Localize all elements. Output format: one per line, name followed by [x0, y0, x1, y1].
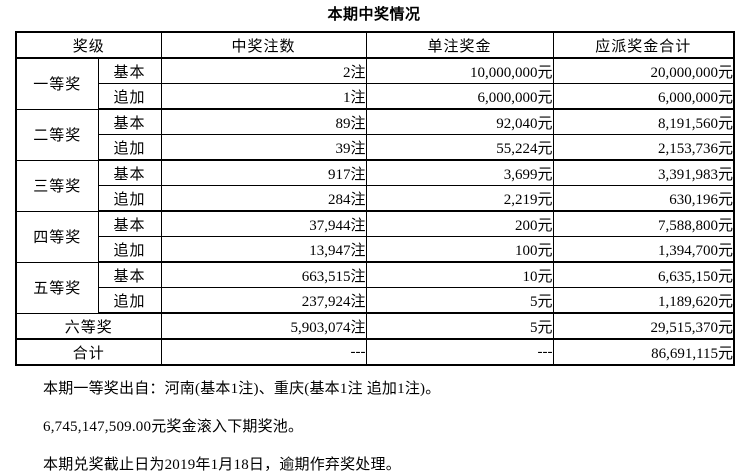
total-prize: 3,391,983元: [552, 159, 735, 186]
single-prize: 10元: [365, 261, 554, 288]
type-label: 追加: [97, 236, 162, 263]
type-label: 追加: [97, 287, 162, 314]
total-prize: 20,000,000元: [552, 57, 735, 84]
total-prize: 7,588,800元: [552, 210, 735, 237]
table-row: 追加 13,947注 100元 1,394,700元: [16, 236, 735, 263]
total-prize: 630,196元: [552, 185, 735, 212]
winning-count: 1注: [160, 83, 367, 110]
winning-count: 39注: [160, 134, 367, 161]
lottery-results-page: 本期中奖情况 奖级 中奖注数 单注奖金 应派奖金合计 一等奖: [15, 7, 736, 473]
winning-count: 37,944注: [160, 210, 367, 237]
type-label: 追加: [97, 134, 162, 161]
table-row: 追加 1注 6,000,000元 6,000,000元: [16, 83, 735, 110]
type-label: 追加: [97, 83, 162, 110]
single-prize: 3,699元: [365, 159, 554, 186]
total-prize: 1,189,620元: [552, 287, 735, 314]
grade-label: 六等奖: [15, 312, 162, 340]
grade-label: 合计: [15, 338, 162, 366]
single-prize: 2,219元: [365, 185, 554, 212]
single-prize: 5元: [365, 287, 554, 314]
total-prize: 6,000,000元: [552, 83, 735, 110]
winning-count: 237,924注: [160, 287, 367, 314]
total-prize: 6,635,150元: [552, 261, 735, 288]
total-prize: 1,394,700元: [552, 236, 735, 263]
grade-label: 四等奖: [15, 210, 99, 263]
grade-label: 三等奖: [15, 159, 99, 212]
prize-table-container: 奖级 中奖注数 单注奖金 应派奖金合计 一等奖 基本 2注 10,000,000…: [15, 31, 736, 366]
notes-section: 本期一等奖出自：河南(基本1注)、重庆(基本1注 追加1注)。 6,745,14…: [43, 380, 748, 474]
type-label: 基本: [97, 57, 162, 84]
column-header-grade: 奖级: [15, 31, 162, 59]
single-prize: 55,224元: [365, 134, 554, 161]
winning-count: ---: [160, 338, 367, 366]
table-row: 六等奖 5,903,074注 5元 29,515,370元: [15, 312, 735, 340]
single-prize: 5元: [365, 312, 554, 340]
grade-label: 五等奖: [15, 261, 99, 314]
column-header-single-prize: 单注奖金: [365, 31, 554, 59]
winning-count: 5,903,074注: [160, 312, 367, 340]
column-header-total-prize: 应派奖金合计: [552, 31, 735, 59]
total-prize: 8,191,560元: [552, 108, 735, 135]
winning-count: 13,947注: [160, 236, 367, 263]
type-label: 追加: [97, 185, 162, 212]
table-row: 合计 --- --- 86,691,115元: [15, 338, 735, 366]
table-row: 五等奖 基本 663,515注 10元 6,635,150元: [15, 261, 735, 314]
single-prize: 10,000,000元: [365, 57, 554, 84]
single-prize: 92,040元: [365, 108, 554, 135]
grade-label: 二等奖: [15, 108, 99, 161]
single-prize: 100元: [365, 236, 554, 263]
table-header-row: 奖级 中奖注数 单注奖金 应派奖金合计: [15, 31, 735, 59]
prize-table: 奖级 中奖注数 单注奖金 应派奖金合计 一等奖 基本 2注 10,000,000…: [15, 31, 736, 366]
winning-count: 284注: [160, 185, 367, 212]
table-row: 四等奖 基本 37,944注 200元 7,588,800元: [15, 210, 735, 263]
table-row: 二等奖 基本 89注 92,040元 8,191,560元: [15, 108, 735, 161]
column-header-count: 中奖注数: [160, 31, 367, 59]
single-prize: ---: [365, 338, 554, 366]
type-label: 基本: [97, 210, 162, 237]
winning-count: 917注: [160, 159, 367, 186]
type-label: 基本: [97, 108, 162, 135]
total-prize: 86,691,115元: [552, 338, 735, 366]
single-prize: 6,000,000元: [365, 83, 554, 110]
winning-count: 89注: [160, 108, 367, 135]
type-label: 基本: [97, 159, 162, 186]
table-row: 一等奖 基本 2注 10,000,000元 20,000,000元: [15, 57, 735, 110]
winning-count: 663,515注: [160, 261, 367, 288]
table-row: 追加 237,924注 5元 1,189,620元: [16, 287, 735, 314]
single-prize: 200元: [365, 210, 554, 237]
winning-count: 2注: [160, 57, 367, 84]
table-row: 三等奖 基本 917注 3,699元 3,391,983元: [15, 159, 735, 212]
type-label: 基本: [97, 261, 162, 288]
page-title: 本期中奖情况: [327, 7, 421, 23]
note-jackpot-rollover: 6,745,147,509.00元奖金滚入下期奖池。: [43, 419, 304, 435]
grade-label: 一等奖: [15, 57, 99, 110]
total-prize: 2,153,736元: [552, 134, 735, 161]
table-row: 追加 284注 2,219元 630,196元: [16, 185, 735, 212]
note-first-prize-origin: 本期一等奖出自：河南(基本1注)、重庆(基本1注 追加1注)。: [43, 381, 441, 397]
table-row: 追加 39注 55,224元 2,153,736元: [16, 134, 735, 161]
note-claim-deadline: 本期兑奖截止日为2019年1月18日，逾期作弃奖处理。: [43, 457, 401, 473]
total-prize: 29,515,370元: [552, 312, 735, 340]
